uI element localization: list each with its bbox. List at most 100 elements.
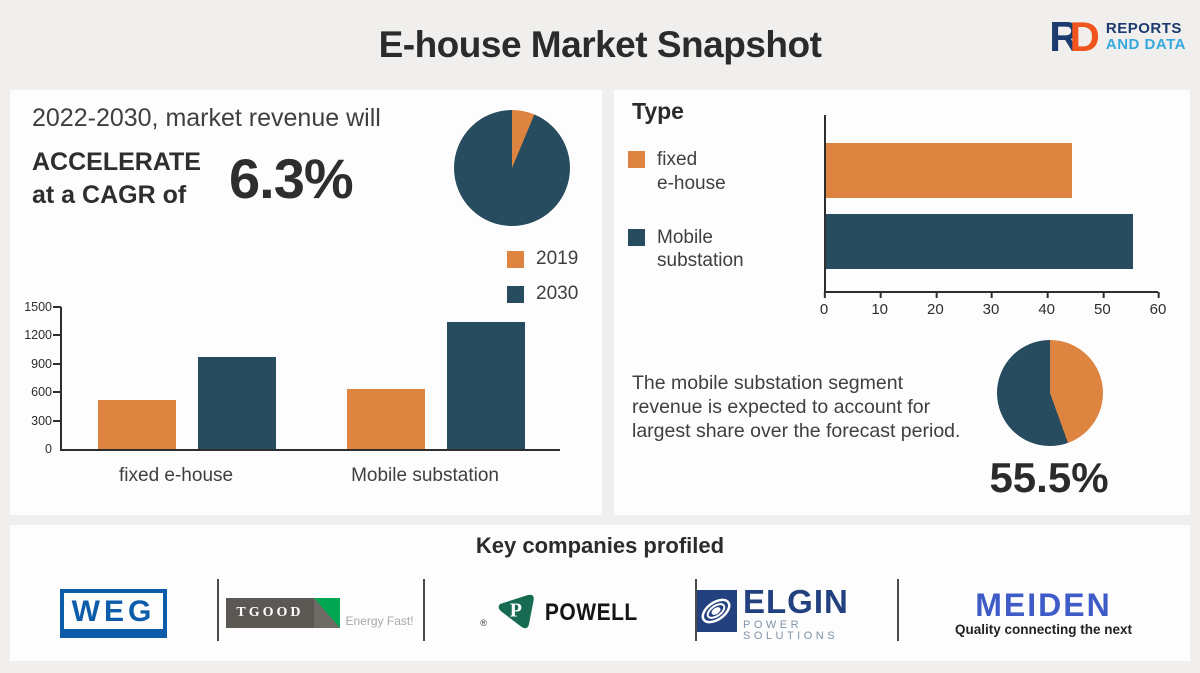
x-tick-label: 10: [871, 292, 888, 318]
powell-registered-mark: ®: [480, 618, 487, 628]
company-logos-row: WEG TGOOD Energy Fast! ® P: [10, 573, 1190, 653]
bar-group-fixed-e-house: [97, 307, 276, 449]
meiden-logo-text: MEIDEN: [975, 586, 1112, 623]
hbar-plot-area: [824, 115, 1158, 293]
tgood-tagline: Energy Fast!: [345, 614, 414, 628]
cagr-value: 6.3%: [228, 147, 354, 210]
weg-logo: WEG: [59, 588, 168, 638]
legend-label-2019: 2019: [536, 248, 579, 269]
companies-heading: Key companies profiled: [475, 533, 725, 558]
bar-2019-Mobile-substation: [346, 389, 425, 449]
powell-logo: ® P POWELL: [480, 592, 637, 634]
insight-text: The mobile substation segment revenue is…: [632, 372, 961, 442]
type-legend: fixed e-house Mobile substation: [628, 148, 744, 273]
accelerate-text: ACCELERATE: [32, 148, 201, 176]
tgood-logo: TGOOD Energy Fast!: [226, 598, 414, 628]
rd-monogram-icon: R D: [1049, 16, 1100, 58]
y-tick-label: 1500: [24, 300, 52, 314]
share-pie-chart: [997, 340, 1103, 446]
x-tick-label: 30: [982, 292, 1000, 318]
y-tick-mark: [53, 391, 61, 394]
logo-cell-meiden: MEIDEN Quality connecting the next: [897, 573, 1190, 653]
cagr-statement: ACCELERATE at a CAGR of 6.3%: [32, 146, 354, 211]
type-panel: Type fixed e-house Mobile substation 0 10…: [614, 90, 1190, 515]
logo-cell-powell: ® P POWELL: [423, 573, 695, 653]
powell-shield-icon: P: [495, 592, 537, 634]
companies-panel: Key companies profiled WEG TGOOD Energy …: [10, 525, 1190, 661]
bar-group-Mobile-substation: [346, 307, 525, 449]
elgin-logo: ELGIN POWER SOLUTIONS: [695, 585, 897, 642]
category-axis-labels: fixed e-house Mobile substation: [60, 465, 558, 487]
logo-divider: [423, 579, 425, 641]
logo-cell-elgin: ELGIN POWER SOLUTIONS: [695, 573, 897, 653]
legend-item-mobile-substation: Mobile substation: [628, 226, 744, 274]
x-tick-label: 60: [1149, 292, 1167, 318]
y-axis-tick-labels: 1500 1200 900 600 300 0: [18, 300, 60, 456]
legend-swatch-fixed-ehouse: [628, 151, 645, 168]
legend-label-2030: 2030: [536, 283, 579, 304]
legend-swatch-mobile-substation: [628, 228, 645, 246]
weg-logo-text: WEG: [59, 588, 168, 638]
legend-label-mobile-substation: Mobile substation: [657, 226, 744, 272]
meiden-tagline: Quality connecting the next: [954, 622, 1133, 638]
y-tick-label: 300: [31, 413, 52, 428]
elgin-swirl-icon: [695, 589, 737, 637]
type-share-hbar-chart: 0 10 20 30 40 50 60: [820, 115, 1166, 321]
hbar-Mobile-substation: [826, 214, 1134, 269]
elgin-logo-text: ELGIN: [743, 582, 849, 620]
at-a-cagr-of-text: at a CAGR of: [32, 180, 187, 209]
legend-label-fixed-ehouse: fixed e-house: [657, 149, 726, 194]
logo-divider: [897, 579, 899, 641]
brand-letter-d: D: [1069, 13, 1100, 60]
page-title: E-house Market Snapshot: [378, 24, 822, 65]
y-tick-label: 1200: [24, 328, 52, 343]
powell-p-letter: P: [509, 599, 523, 622]
y-tick-mark: [53, 306, 61, 308]
logo-divider: [695, 579, 697, 641]
meiden-logo: MEIDEN Quality connecting the next: [954, 586, 1133, 638]
bar-2019-fixed-e-house: [97, 399, 176, 449]
legend-item-2030: 2030: [507, 283, 578, 305]
bar-chart-body: fixed e-house Mobile substation: [53, 300, 560, 487]
y-tick-mark: [53, 334, 61, 337]
x-axis-tick-labels: 0 10 20 30 40 50 60: [820, 292, 1166, 321]
x-tick-label: 50: [1093, 292, 1111, 318]
brand-name-reports: REPORTS: [1105, 20, 1182, 38]
tgood-mark-icon: [313, 598, 340, 628]
cagr-pie-chart: [454, 110, 570, 226]
cagr-panel: 2022-2030, market revenue will ACCELERAT…: [10, 90, 602, 515]
y-tick-mark: [53, 362, 61, 365]
legend-swatch-2019: [507, 250, 524, 268]
x-tick-label: 0: [819, 292, 829, 318]
brand-letter-r: R: [1049, 13, 1080, 60]
y-tick-label: 600: [31, 385, 52, 400]
revenue-bar-chart: 1500 1200 900 600 300 0 fixed e-house Mobile s…: [18, 300, 560, 487]
bar-plot-area: [53, 306, 560, 451]
bar-2030-fixed-e-house: [197, 357, 276, 449]
y-tick-label: 0: [45, 441, 52, 456]
intro-text: 2022-2030, market revenue will: [32, 104, 381, 132]
y-tick-label: 900: [31, 356, 52, 371]
logo-divider: [217, 579, 219, 641]
hbar-fixed-e-house: [826, 143, 1073, 198]
brand-name: REPORTS AND DATA: [1106, 21, 1186, 53]
category-label: fixed e-house: [119, 465, 234, 486]
tgood-logo-text: TGOOD: [226, 598, 314, 628]
elgin-swirl-svg: [695, 589, 737, 632]
years-legend: 2019 2030: [507, 248, 578, 305]
type-heading: Type: [632, 98, 684, 124]
cagr-statement-lines: ACCELERATE at a CAGR of: [32, 146, 201, 211]
reports-and-data-logo: R D REPORTS AND DATA: [1049, 16, 1186, 58]
category-label: Mobile substation: [351, 465, 499, 486]
share-value: 55.5%: [989, 454, 1109, 501]
powell-logo-text: POWELL: [544, 599, 638, 626]
elgin-texts: ELGIN POWER SOLUTIONS: [743, 585, 897, 642]
elgin-subtext: POWER SOLUTIONS: [743, 618, 839, 642]
logo-cell-tgood: TGOOD Energy Fast!: [217, 573, 423, 653]
brand-name-and-data: AND DATA: [1105, 36, 1186, 53]
legend-item-2019: 2019: [507, 248, 578, 270]
legend-item-fixed-ehouse: fixed e-house: [628, 148, 744, 196]
y-tick-mark: [53, 419, 61, 422]
x-tick-label: 40: [1038, 292, 1055, 318]
